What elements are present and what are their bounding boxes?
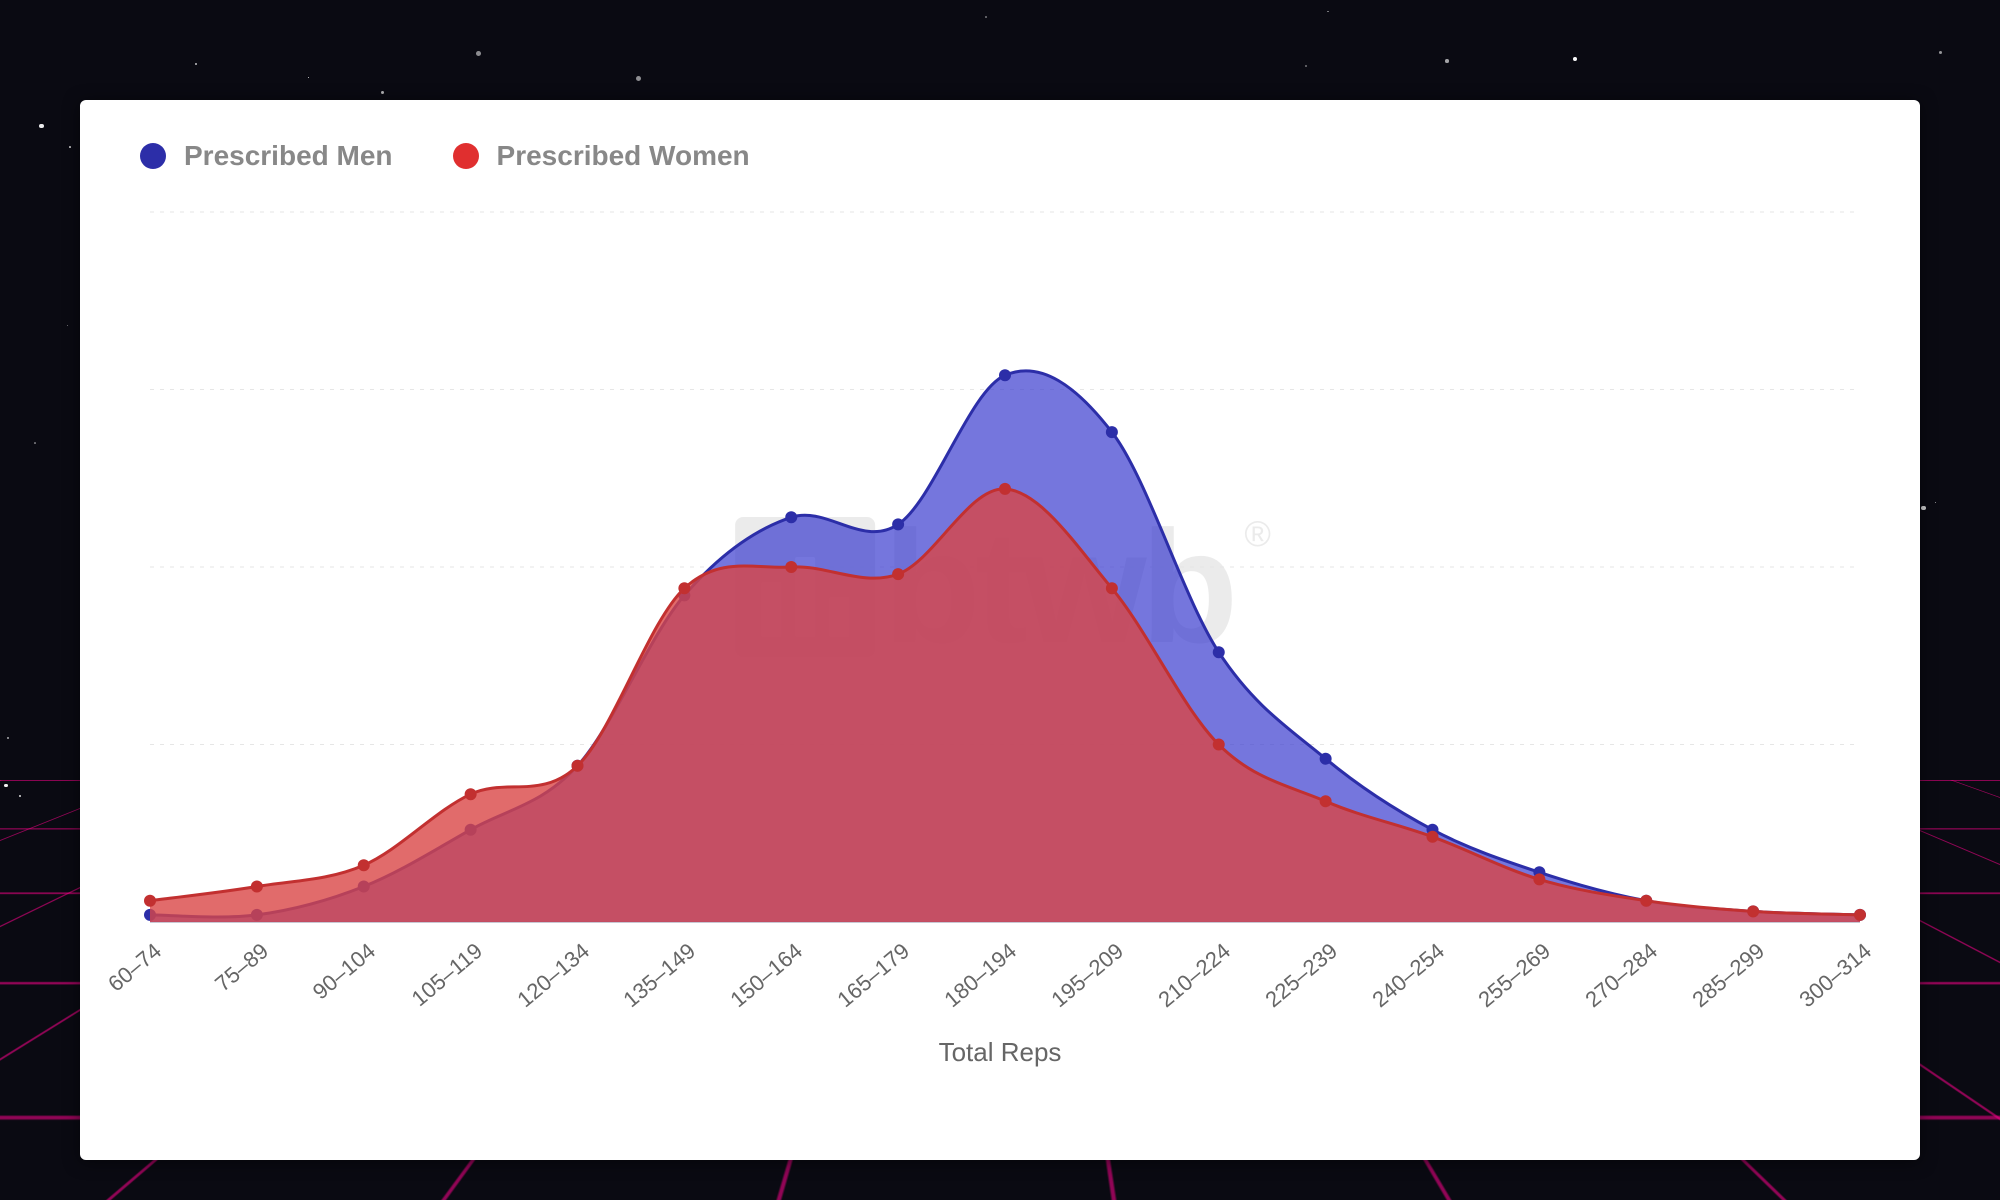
data-point — [892, 568, 904, 580]
chart-legend: Prescribed Men Prescribed Women — [110, 140, 1890, 172]
star — [7, 737, 8, 738]
series-area — [150, 489, 1860, 922]
data-point — [678, 582, 690, 594]
star — [985, 16, 987, 18]
star — [1939, 51, 1942, 54]
legend-label-men: Prescribed Men — [184, 140, 393, 172]
data-point — [1320, 795, 1332, 807]
legend-swatch-men — [140, 143, 166, 169]
data-point — [1747, 905, 1759, 917]
star — [308, 77, 310, 79]
data-point — [1213, 739, 1225, 751]
star — [69, 146, 71, 148]
star — [1921, 506, 1925, 510]
distribution-chart — [110, 182, 1890, 1062]
legend-swatch-women — [453, 143, 479, 169]
star — [381, 91, 384, 94]
star — [636, 76, 641, 81]
star — [34, 442, 36, 444]
data-point — [144, 895, 156, 907]
data-point — [1106, 426, 1118, 438]
star — [476, 51, 481, 56]
data-point — [1427, 831, 1439, 843]
data-point — [358, 859, 370, 871]
data-point — [465, 788, 477, 800]
data-point — [785, 511, 797, 523]
legend-item-men: Prescribed Men — [140, 140, 393, 172]
data-point — [1640, 895, 1652, 907]
chart-card: Prescribed Men Prescribed Women btwb ® 6… — [80, 100, 1920, 1160]
data-point — [572, 760, 584, 772]
star — [1573, 57, 1577, 61]
star — [1305, 65, 1307, 67]
data-point — [1854, 909, 1866, 921]
data-point — [1213, 646, 1225, 658]
star — [39, 124, 44, 129]
data-point — [1320, 753, 1332, 765]
legend-label-women: Prescribed Women — [497, 140, 750, 172]
chart-area: btwb ® 60–7475–8990–104105–119120–134135… — [110, 182, 1890, 1062]
data-point — [999, 483, 1011, 495]
star — [1445, 59, 1449, 63]
data-point — [1106, 582, 1118, 594]
star — [1935, 502, 1936, 503]
data-point — [251, 881, 263, 893]
x-axis-title: Total Reps — [939, 1037, 1062, 1068]
data-point — [785, 561, 797, 573]
star — [67, 325, 68, 326]
star — [1327, 11, 1329, 13]
data-point — [999, 369, 1011, 381]
star — [195, 63, 197, 65]
data-point — [1533, 873, 1545, 885]
data-point — [892, 518, 904, 530]
legend-item-women: Prescribed Women — [453, 140, 750, 172]
